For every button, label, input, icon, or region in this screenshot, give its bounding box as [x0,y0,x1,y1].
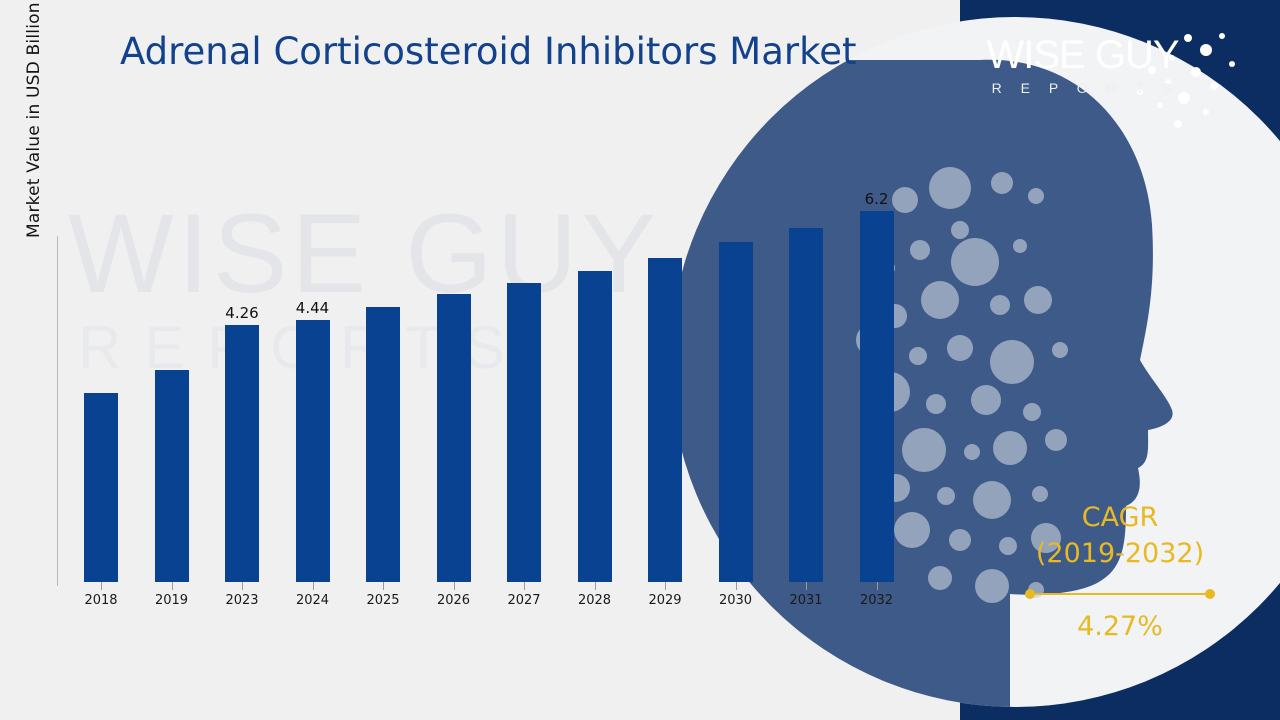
bar-2028 [577,271,612,582]
x-tick-2024 [312,582,314,590]
x-axis-label-2028: 2028 [577,593,612,608]
x-axis-label-2025: 2025 [366,593,400,608]
cagr-divider-line [1030,593,1210,595]
x-tick-2018 [101,582,102,590]
x-tick-2025 [383,582,384,590]
brand-logo: WISE GUY R E P O R T S [975,28,1275,120]
y-axis-label: Market Value in USD Billion [24,2,44,238]
bar-2024 [295,320,330,582]
cagr-range: (2019-2032) [1035,538,1205,569]
x-tick-2031 [806,582,807,590]
x-axis-label-2030: 2030 [718,593,753,608]
bar-2027 [507,283,541,582]
bar-2031 [789,228,823,582]
brand-logo-secondary: R E P O R T S [991,80,1180,96]
cagr-value: 4.27% [1077,611,1163,642]
bar-2029 [648,258,682,582]
x-axis-label-2031: 2031 [789,593,823,608]
bar-2018 [84,393,118,582]
x-axis-label-2023: 2023 [225,593,259,608]
bar-2030 [718,242,753,582]
x-axis-label-2026: 2026 [436,593,471,608]
x-tick-2029 [665,582,666,590]
cagr-divider [1025,588,1215,600]
bar-2019 [154,370,189,582]
page-title: Adrenal Corticosteroid Inhibitors Market [120,30,857,73]
y-axis-line [57,236,58,586]
x-axis-label-2029: 2029 [648,593,682,608]
x-tick-2030 [735,582,737,590]
bar-2025 [366,307,400,582]
x-tick-2026 [453,582,455,590]
bar-value-label-2023: 4.26 [225,304,259,322]
cagr-label: CAGR [1081,502,1159,533]
x-axis-label-2024: 2024 [295,593,330,608]
bar-2032 [859,211,894,582]
cagr-divider-dot-right [1205,589,1215,599]
bar-2026 [436,294,471,582]
cagr-block: CAGR (2019-2032) 4.27% [960,500,1280,644]
x-tick-2028 [594,582,596,590]
bar-2023 [225,325,259,582]
bar-value-label-2024: 4.44 [295,299,330,317]
x-tick-2019 [171,582,173,590]
x-axis-label-2027: 2027 [507,593,541,608]
x-axis-label-2019: 2019 [154,593,189,608]
brand-logo-primary: WISE GUY [986,33,1179,77]
x-axis-label-2018: 2018 [84,593,118,608]
bar-value-label-2032: 6.2 [864,190,889,208]
brand-logo-text: WISE GUY R E P O R T S [975,34,1190,98]
x-tick-2032 [876,582,878,590]
x-tick-2023 [242,582,243,590]
x-tick-2027 [524,582,525,590]
x-axis-label-2032: 2032 [859,593,894,608]
